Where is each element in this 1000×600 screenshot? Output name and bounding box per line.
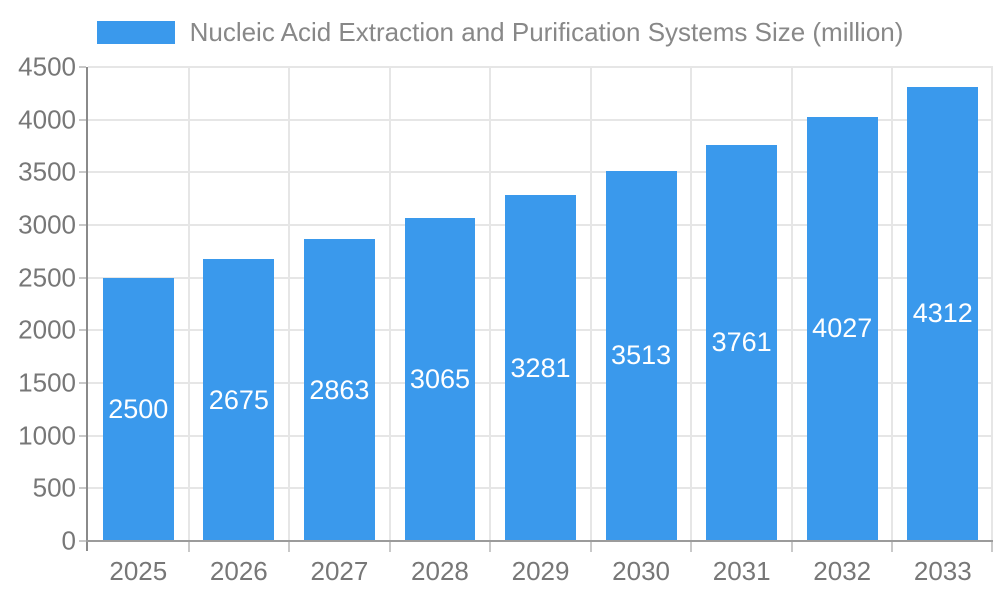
bar-value-label: 3281: [510, 352, 571, 383]
y-axis-tick: [79, 66, 86, 68]
bar-2033[interactable]: 4312: [907, 86, 979, 541]
gridline-vertical: [288, 67, 291, 541]
bar-cell: 4312: [893, 67, 994, 541]
x-axis-tick: [589, 542, 592, 552]
x-axis-label: 2027: [310, 556, 369, 586]
y-axis-label: 1500: [18, 367, 76, 398]
gridline-vertical: [187, 67, 190, 541]
bar-value-label: 2863: [309, 374, 370, 405]
y-axis-label: 2000: [18, 314, 76, 345]
y-axis-tick: [79, 276, 86, 279]
x-axis-ticks: [88, 542, 993, 552]
x-axis-label: 2031: [712, 556, 771, 586]
y-axis-tick: [79, 381, 86, 384]
gridline-vertical: [790, 67, 793, 541]
x-axis-tick: [388, 542, 391, 552]
plot-area: 2500 2675 2863 3065 3281 3513 3761 4027 4312: [88, 66, 993, 541]
bar-2029[interactable]: 3281: [505, 195, 576, 541]
y-axis-tick: [79, 540, 86, 542]
gridline-vertical: [589, 67, 592, 541]
x-axis-tick: [991, 542, 993, 552]
y-axis-label: 500: [32, 472, 76, 503]
bar-cell: 3281: [490, 67, 591, 541]
y-axis-label: 4500: [18, 51, 76, 82]
gridline-vertical: [388, 67, 391, 541]
x-axis-tick: [489, 542, 492, 552]
y-axis-label: 0: [61, 525, 76, 556]
bar-value-label: 2675: [208, 384, 269, 415]
bar-2030[interactable]: 3513: [605, 170, 677, 541]
y-axis-labels: 0 500 1000 1500 2000 2500 3000 3500 4000 4500: [0, 52, 76, 556]
x-axis-label: 2033: [913, 556, 972, 586]
bar-cell: 2863: [289, 67, 390, 541]
bar-2027[interactable]: 2863: [303, 239, 375, 541]
bar-2032[interactable]: 4027: [806, 116, 878, 541]
y-axis-tick: [79, 434, 86, 437]
y-axis-label: 3000: [18, 209, 76, 240]
bar-cell: 3513: [591, 67, 692, 541]
x-axis-labels: 2025 2026 2027 2028 2029 2030 2031 2032 2033: [88, 556, 993, 587]
x-axis-tick: [690, 542, 693, 552]
bar-2028[interactable]: 3065: [404, 218, 476, 541]
x-axis-tick: [288, 542, 291, 552]
x-axis-label: 2029: [511, 556, 570, 586]
bar-value-label: 3513: [611, 340, 672, 371]
bar-cell: 3761: [691, 67, 792, 541]
legend-swatch-icon: [96, 21, 175, 44]
gridline-vertical: [690, 67, 693, 541]
gridline-vertical: [891, 67, 894, 541]
bars-layer: 2500 2675 2863 3065 3281 3513 3761 4027 4312: [88, 67, 993, 541]
y-axis-label: 4000: [18, 104, 76, 135]
bar-cell: 3065: [390, 67, 491, 541]
bar-value-label: 4312: [912, 298, 973, 329]
bar-value-label: 4027: [812, 313, 873, 344]
bar-value-label: 3761: [711, 327, 772, 358]
y-axis-line: [86, 67, 88, 551]
x-axis-line: [86, 540, 993, 542]
x-axis-tick: [187, 542, 190, 552]
y-axis-tick: [79, 171, 86, 174]
legend[interactable]: Nucleic Acid Extraction and Purification…: [0, 17, 1000, 48]
y-axis-ticks: [79, 66, 86, 542]
gridline-horizontal: [88, 66, 993, 68]
bar-2031[interactable]: 3761: [706, 144, 778, 541]
x-axis-tick: [790, 542, 793, 552]
y-axis-tick: [79, 118, 86, 121]
x-axis-label: 2026: [209, 556, 268, 586]
bar-cell: 4027: [792, 67, 893, 541]
y-axis-label: 3500: [18, 156, 76, 187]
y-axis-label: 2500: [18, 262, 76, 293]
bar-value-label: 2500: [108, 393, 169, 424]
bar-2026[interactable]: 2675: [203, 259, 275, 541]
x-axis-label: 2028: [411, 556, 469, 586]
gridline-horizontal: [88, 171, 993, 174]
gridline-vertical: [489, 67, 492, 541]
y-axis-tick: [79, 487, 86, 490]
y-axis-tick: [79, 329, 86, 332]
x-axis-tick: [891, 542, 894, 552]
gridline-vertical: [991, 67, 993, 541]
bar-cell: 2675: [189, 67, 290, 541]
x-axis-label: 2032: [813, 556, 872, 586]
y-axis-tick: [79, 223, 86, 226]
y-axis-label: 1000: [18, 420, 76, 451]
x-axis-label: 2025: [109, 556, 168, 586]
x-axis-label: 2030: [612, 556, 671, 586]
bar-cell: 2500: [88, 67, 189, 541]
bar-value-label: 3065: [409, 364, 470, 395]
gridline-horizontal: [88, 118, 993, 121]
legend-label: Nucleic Acid Extraction and Purification…: [189, 17, 904, 47]
bar-2025[interactable]: 2500: [102, 277, 174, 541]
